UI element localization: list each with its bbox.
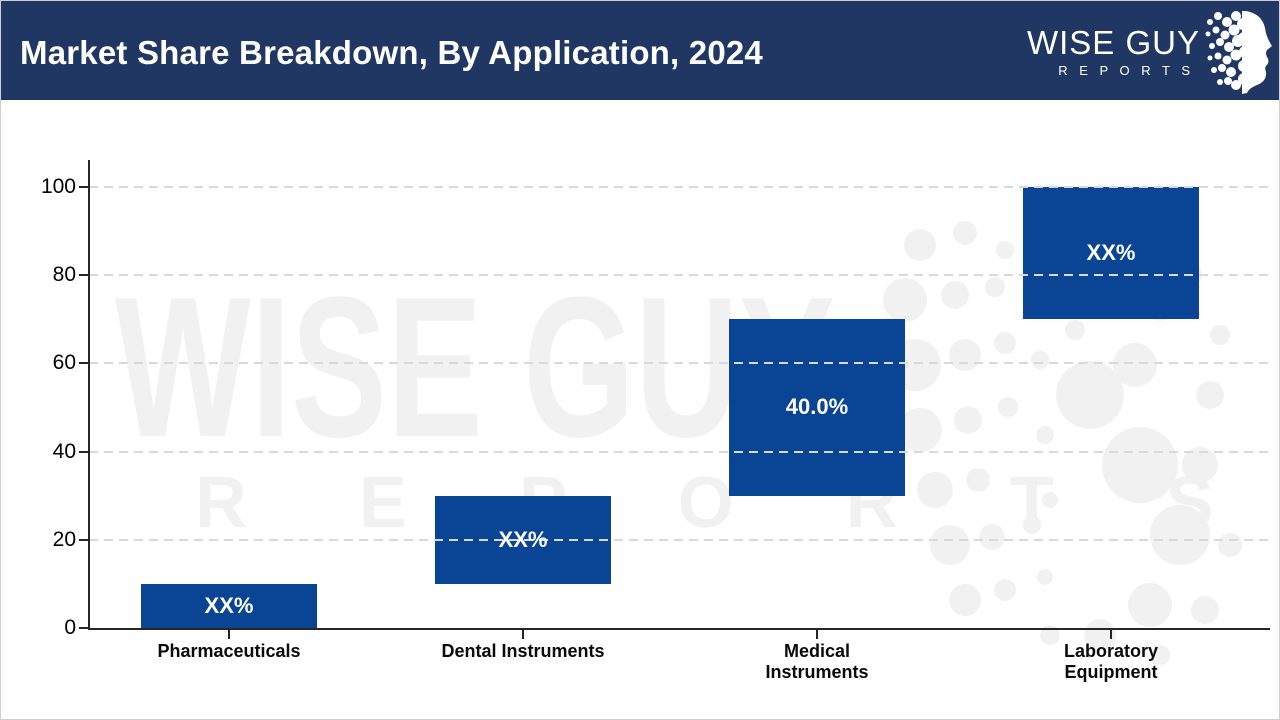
- x-tick-mark-4: [1110, 630, 1112, 640]
- header-band: Market Share Breakdown, By Application, …: [0, 0, 1280, 100]
- x-category-label-line: Instruments: [765, 662, 869, 682]
- gridline-60: [89, 362, 1270, 365]
- gridline-100: [89, 185, 1270, 188]
- bar-value-label: 40.0%: [785, 394, 849, 420]
- bar-pharmaceuticals: [141, 584, 317, 629]
- x-category-label: Medical Instruments: [687, 641, 947, 683]
- x-category-label: Laboratory Equipment: [981, 641, 1241, 683]
- bar-value-label: XX%: [204, 593, 254, 619]
- dotted-face-icon: [1205, 11, 1272, 94]
- x-tick-mark-1: [228, 630, 230, 640]
- x-tick-mark-2: [522, 630, 524, 640]
- logo-tagline-text: R E P O R T S: [1058, 63, 1194, 78]
- y-tick-mark-0: [79, 627, 88, 630]
- y-tick-mark-100: [79, 185, 88, 188]
- x-tick-mark-3: [816, 630, 818, 640]
- x-category-label-line: Equipment: [1064, 662, 1158, 682]
- y-tick-label-20: 20: [52, 527, 76, 551]
- logo-name-text: WISE GUY: [1026, 24, 1200, 61]
- bar-value-label: XX%: [498, 526, 548, 552]
- y-tick-mark-20: [79, 538, 88, 541]
- gridline-80: [89, 273, 1270, 276]
- chart-title: Market Share Breakdown, By Application, …: [20, 34, 763, 71]
- y-tick-mark-60: [79, 362, 88, 365]
- bar-medical-instruments: [729, 319, 905, 496]
- x-category-label: Pharmaceuticals: [99, 641, 359, 662]
- bar-laboratory-equipment: [1023, 186, 1199, 320]
- x-category-label-line: Pharmaceuticals: [157, 641, 301, 661]
- y-tick-label-40: 40: [52, 439, 76, 463]
- x-category-label: Dental Instruments: [393, 641, 653, 662]
- y-tick-label-100: 100: [40, 174, 76, 198]
- gridline-40: [89, 450, 1270, 453]
- watermark-wise-guy-text: WISE GUY: [115, 256, 836, 479]
- y-tick-label-0: 0: [64, 616, 76, 640]
- bar-value-label: XX%: [1086, 239, 1136, 265]
- x-axis-line: [88, 628, 1270, 631]
- y-tick-mark-40: [79, 450, 88, 453]
- x-category-label-line: Medical: [783, 641, 851, 661]
- x-category-label-line: Laboratory: [1063, 641, 1159, 661]
- wise-guy-reports-logo: WISE GUY R E P O R T S: [1024, 6, 1274, 94]
- y-tick-label-80: 80: [52, 262, 76, 286]
- x-category-label-line: Dental Instruments: [441, 641, 605, 661]
- y-tick-label-60: 60: [52, 351, 76, 375]
- y-tick-mark-80: [79, 273, 88, 276]
- y-axis-line: [88, 160, 90, 631]
- gridline-20: [89, 538, 1270, 541]
